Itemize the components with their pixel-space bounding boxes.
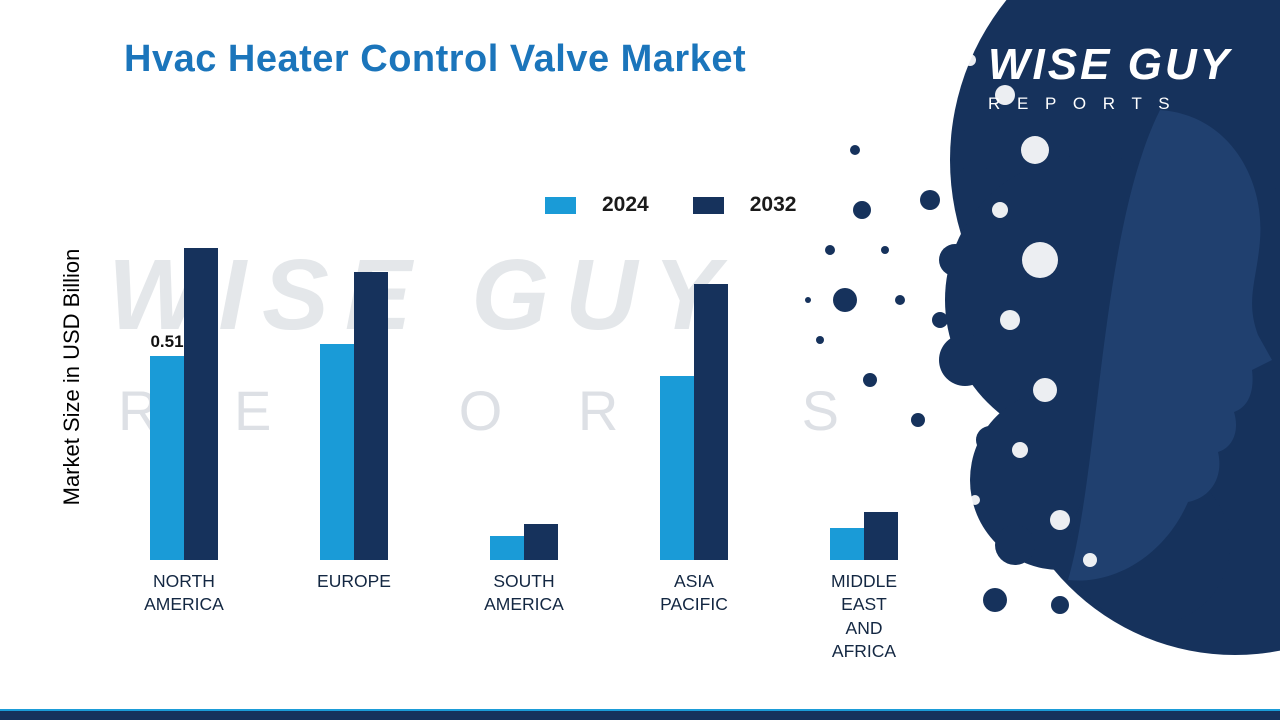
chart-legend: 2024 2032 bbox=[545, 193, 796, 217]
bar-2024-middle-east-and-africa bbox=[830, 528, 864, 560]
footer-bar bbox=[0, 709, 1280, 720]
bar-2024-asia-pacific bbox=[660, 376, 694, 560]
bar-value-label: 0.51 bbox=[150, 332, 184, 351]
brand-logo: WISE GUY R E P O R T S bbox=[988, 40, 1232, 114]
bar-2032-middle-east-and-africa bbox=[864, 512, 898, 560]
bar-2024-north-america bbox=[150, 356, 184, 560]
bar-2024-south-america bbox=[490, 536, 524, 560]
logo-reports-text: R E P O R T S bbox=[988, 94, 1176, 113]
category-label-asia-pacific: ASIA PACIFIC bbox=[660, 571, 728, 615]
legend-label-2032: 2032 bbox=[749, 193, 797, 216]
legend-label-2024: 2024 bbox=[602, 193, 649, 216]
legend-swatch-2024 bbox=[545, 196, 576, 214]
bar-2032-europe bbox=[354, 272, 388, 560]
legend-item-2024: 2024 bbox=[545, 193, 649, 217]
legend-item-2032: 2032 bbox=[692, 193, 797, 217]
bar-2024-europe bbox=[320, 344, 354, 560]
legend-swatch-2032 bbox=[692, 196, 724, 214]
bar-2032-asia-pacific bbox=[694, 284, 728, 560]
page-title: Hvac Heater Control Valve Market bbox=[124, 38, 747, 80]
category-label-middle-east-and-africa: MIDDLE EAST AND AFRICA bbox=[830, 571, 898, 662]
bar-2032-north-america bbox=[184, 248, 218, 560]
category-label-europe: EUROPE bbox=[317, 571, 391, 591]
bar-2032-south-america bbox=[524, 524, 558, 560]
bar-chart: 0.51 NORTH AMERICA EUROPE SOUTH AMERICA ASIA… bbox=[99, 240, 949, 661]
category-label-south-america: SOUTH AMERICA bbox=[484, 571, 564, 615]
logo-wiseguy-text: WISE GUY bbox=[988, 40, 1233, 89]
category-label-north-america: NORTH AMERICA bbox=[144, 571, 224, 615]
y-axis-label: Market Size in USD Billion bbox=[59, 248, 84, 506]
